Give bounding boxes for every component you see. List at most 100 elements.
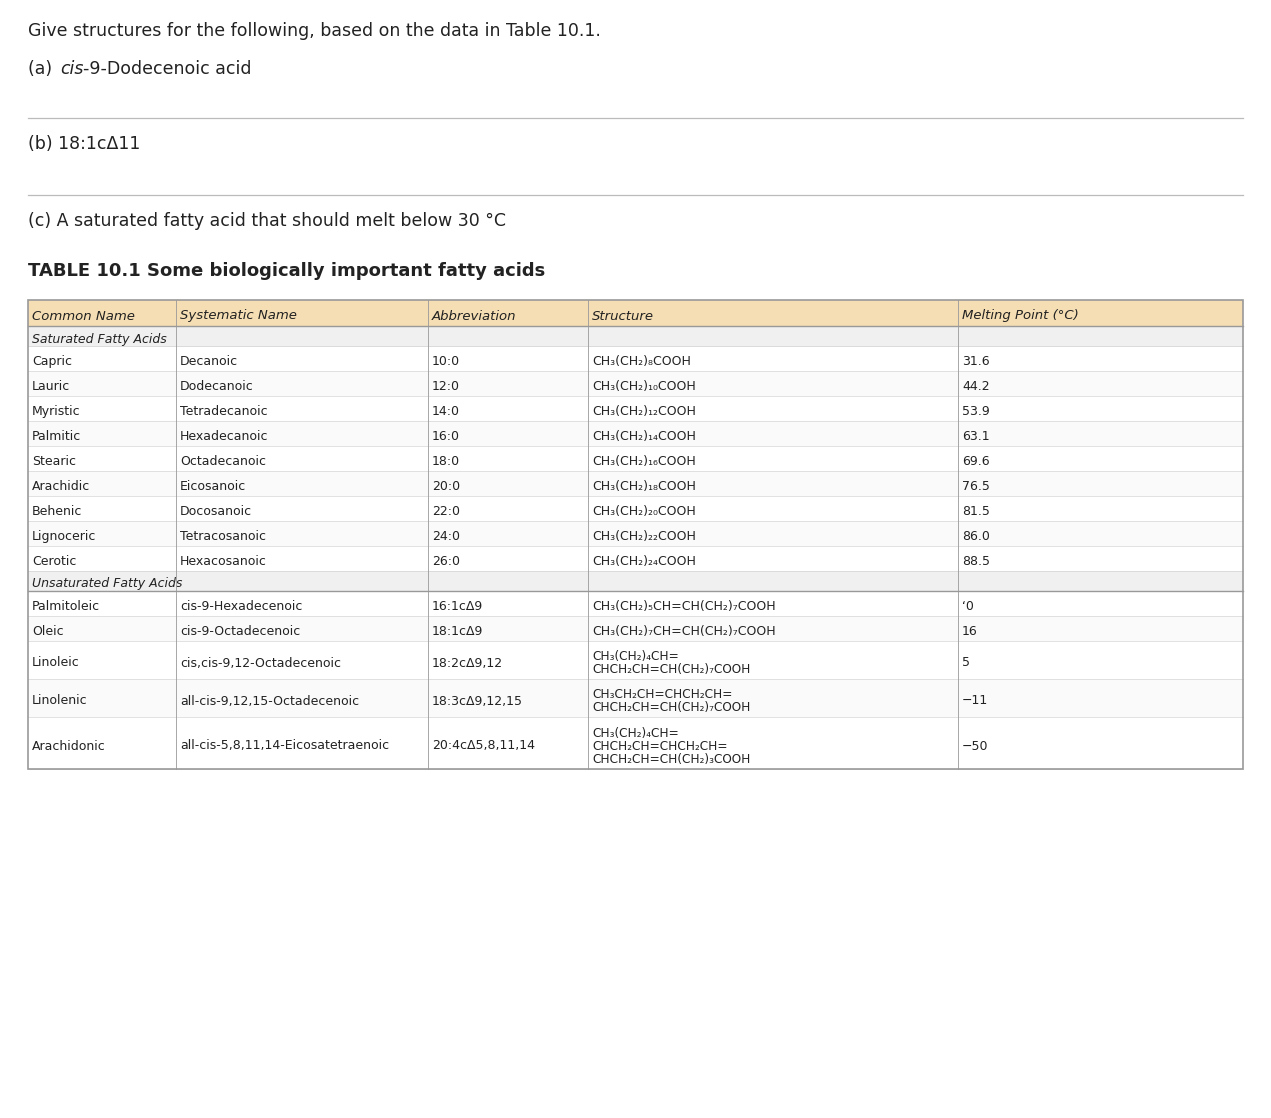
Text: Stearic: Stearic (32, 455, 76, 468)
Text: TABLE 10.1 Some biologically important fatty acids: TABLE 10.1 Some biologically important f… (28, 262, 545, 280)
Text: 26:0: 26:0 (432, 555, 460, 568)
Text: Octadecanoic: Octadecanoic (180, 455, 266, 468)
Text: −11: −11 (962, 694, 989, 708)
Text: Lauric: Lauric (32, 380, 70, 394)
Text: Hexadecanoic: Hexadecanoic (180, 430, 268, 443)
Text: Decanoic: Decanoic (180, 356, 238, 368)
Text: CHCH₂CH=CH(CH₂)₃COOH: CHCH₂CH=CH(CH₂)₃COOH (592, 752, 750, 766)
Text: 5: 5 (962, 656, 970, 670)
Text: CHCH₂CH=CH(CH₂)₇COOH: CHCH₂CH=CH(CH₂)₇COOH (592, 663, 750, 676)
Text: CH₃(CH₂)₁₆COOH: CH₃(CH₂)₁₆COOH (592, 455, 695, 468)
Text: Oleic: Oleic (32, 625, 64, 638)
Text: Structure: Structure (592, 310, 655, 322)
Text: 20:0: 20:0 (432, 480, 460, 493)
Text: CH₃(CH₂)₁₀COOH: CH₃(CH₂)₁₀COOH (592, 380, 695, 394)
Text: Myristic: Myristic (32, 405, 80, 418)
Text: CHCH₂CH=CHCH₂CH=: CHCH₂CH=CHCH₂CH= (592, 739, 727, 752)
Text: Dodecanoic: Dodecanoic (180, 380, 254, 394)
Text: Common Name: Common Name (32, 310, 135, 322)
Text: CHCH₂CH=CH(CH₂)₇COOH: CHCH₂CH=CH(CH₂)₇COOH (592, 701, 750, 714)
Text: Palmitic: Palmitic (32, 430, 81, 443)
Text: Eicosanoic: Eicosanoic (180, 480, 247, 493)
Text: 14:0: 14:0 (432, 405, 460, 418)
Text: cis-9-Octadecenoic: cis-9-Octadecenoic (180, 625, 300, 638)
Text: Cerotic: Cerotic (32, 555, 76, 568)
Bar (28, 371, 1243, 396)
Bar (28, 571, 1243, 591)
Text: Linolenic: Linolenic (32, 694, 88, 708)
Text: 10:0: 10:0 (432, 356, 460, 368)
Text: CH₃(CH₂)₂₄COOH: CH₃(CH₂)₂₄COOH (592, 555, 697, 568)
Text: (c) A saturated fatty acid that should melt below 30 °C: (c) A saturated fatty acid that should m… (28, 212, 506, 230)
Text: 18:3cΔ9,12,15: 18:3cΔ9,12,15 (432, 694, 522, 708)
Text: Saturated Fatty Acids: Saturated Fatty Acids (32, 332, 167, 345)
Text: Behenic: Behenic (32, 505, 83, 518)
Text: Unsaturated Fatty Acids: Unsaturated Fatty Acids (32, 578, 182, 590)
Text: 18:1cΔ9: 18:1cΔ9 (432, 625, 483, 638)
Text: Melting Point (°C): Melting Point (°C) (962, 310, 1079, 322)
Text: 76.5: 76.5 (962, 480, 990, 493)
Text: CH₃(CH₂)₁₈COOH: CH₃(CH₂)₁₈COOH (592, 480, 697, 493)
Bar (28, 641, 1243, 679)
Text: CH₃(CH₂)₅CH=CH(CH₂)₇COOH: CH₃(CH₂)₅CH=CH(CH₂)₇COOH (592, 600, 775, 613)
Text: Tetracosanoic: Tetracosanoic (180, 530, 266, 543)
Bar (28, 471, 1243, 496)
Text: cis: cis (60, 60, 84, 78)
Text: Abbreviation: Abbreviation (432, 310, 516, 322)
Bar (28, 345, 1243, 371)
Bar (28, 300, 1243, 769)
Text: 22:0: 22:0 (432, 505, 460, 518)
Text: 24:0: 24:0 (432, 530, 460, 543)
Text: CH₃(CH₂)₁₂COOH: CH₃(CH₂)₁₂COOH (592, 405, 697, 418)
Text: cis-9-Hexadecenoic: cis-9-Hexadecenoic (180, 600, 302, 613)
Text: Arachidonic: Arachidonic (32, 739, 105, 752)
Text: 16:0: 16:0 (432, 430, 460, 443)
Bar (28, 496, 1243, 521)
Text: (b) 18:1cΔ11: (b) 18:1cΔ11 (28, 135, 140, 153)
Text: (a): (a) (28, 60, 57, 78)
Text: Systematic Name: Systematic Name (180, 310, 297, 322)
Bar (28, 679, 1243, 717)
Text: 69.6: 69.6 (962, 455, 990, 468)
Text: 44.2: 44.2 (962, 380, 990, 394)
Text: −50: −50 (962, 739, 989, 752)
Bar (28, 546, 1243, 571)
Text: CH₃(CH₂)₄CH=: CH₃(CH₂)₄CH= (592, 727, 679, 739)
Text: CH₃CH₂CH=CHCH₂CH=: CH₃CH₂CH=CHCH₂CH= (592, 688, 732, 701)
Text: 16:1cΔ9: 16:1cΔ9 (432, 600, 483, 613)
Text: 31.6: 31.6 (962, 356, 990, 368)
Bar (28, 300, 1243, 326)
Text: Tetradecanoic: Tetradecanoic (180, 405, 268, 418)
Text: Lignoceric: Lignoceric (32, 530, 97, 543)
Text: all-cis-9,12,15-Octadecenoic: all-cis-9,12,15-Octadecenoic (180, 694, 360, 708)
Text: 18:0: 18:0 (432, 455, 460, 468)
Text: CH₃(CH₂)₈COOH: CH₃(CH₂)₈COOH (592, 356, 691, 368)
Text: 81.5: 81.5 (962, 505, 990, 518)
Text: Linoleic: Linoleic (32, 656, 80, 670)
Text: ‘0: ‘0 (962, 600, 974, 613)
Text: CH₃(CH₂)₂₂COOH: CH₃(CH₂)₂₂COOH (592, 530, 697, 543)
Text: CH₃(CH₂)₂₀COOH: CH₃(CH₂)₂₀COOH (592, 505, 695, 518)
Text: 86.0: 86.0 (962, 530, 990, 543)
Text: 53.9: 53.9 (962, 405, 990, 418)
Text: 88.5: 88.5 (962, 555, 990, 568)
Text: Palmitoleic: Palmitoleic (32, 600, 100, 613)
Text: cis,cis-9,12-Octadecenoic: cis,cis-9,12-Octadecenoic (180, 656, 341, 670)
Text: 18:2cΔ9,12: 18:2cΔ9,12 (432, 656, 503, 670)
Bar (28, 446, 1243, 471)
Text: 16: 16 (962, 625, 977, 638)
Bar (28, 521, 1243, 546)
Bar (28, 591, 1243, 616)
Bar (28, 396, 1243, 421)
Text: Hexacosanoic: Hexacosanoic (180, 555, 267, 568)
Text: Capric: Capric (32, 356, 72, 368)
Text: Arachidic: Arachidic (32, 480, 90, 493)
Text: Docosanoic: Docosanoic (180, 505, 252, 518)
Bar (28, 717, 1243, 769)
Text: all-cis-5,8,11,14-Eicosatetraenoic: all-cis-5,8,11,14-Eicosatetraenoic (180, 739, 389, 752)
Bar (28, 421, 1243, 446)
Text: Give structures for the following, based on the data in Table 10.1.: Give structures for the following, based… (28, 22, 601, 40)
Text: CH₃(CH₂)₇CH=CH(CH₂)₇COOH: CH₃(CH₂)₇CH=CH(CH₂)₇COOH (592, 625, 775, 638)
Bar (28, 616, 1243, 641)
Text: 20:4cΔ5,8,11,14: 20:4cΔ5,8,11,14 (432, 739, 535, 752)
